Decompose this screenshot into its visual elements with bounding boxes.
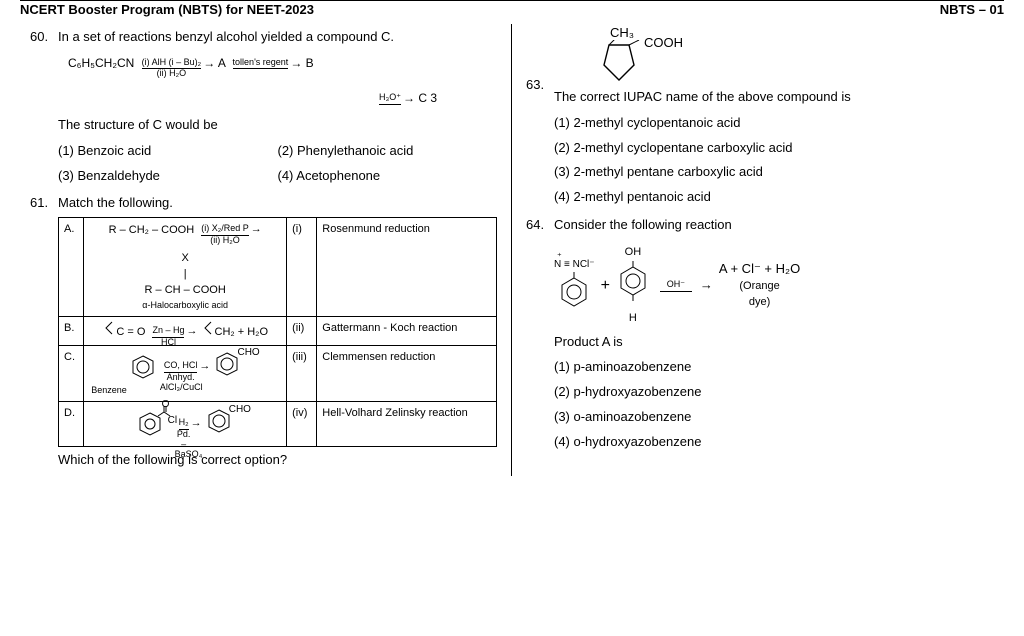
question-63: 63. CH₃ COOH The correct IUPAC name of t… [526,28,994,210]
header-left: NCERT Booster Program (NBTS) for NEET-20… [20,1,314,20]
q61-A-letter: A. [59,218,84,317]
q61-C-letter: C. [59,345,84,401]
q60-struct-line: The structure of C would be [58,116,497,135]
q60-opt-1: (1) Benzoic acid [58,139,278,164]
q64-opt-2: (2) p-hydroxyazobenzene [554,380,994,405]
q61-B-num: (ii) [287,316,317,345]
q61-text: Match the following. [58,194,497,213]
q61-number: 61. [30,194,58,469]
q61-row-C: C. CO, HCl Anhyd. AlCl₃/CuCl → [59,345,497,401]
q60-formula-start: C₆H₅CH₂CN [68,56,134,70]
phenol-icon [616,261,650,305]
diazonium-benzene-icon [557,272,591,308]
q61-D-letter: D. [59,401,84,446]
q60-text: In a set of reactions benzyl alcohol yie… [58,28,497,47]
q63-opt-2: (2) 2-methyl cyclopentane carboxylic aci… [554,136,994,161]
q60-step1-arrow: (i) AlH (i – Bu)₂ (ii) H₂O [138,58,206,70]
q61-D-num: (iv) [287,401,317,446]
q64-prompt: Product A is [554,333,994,352]
q64-arrow: OH⁻ [656,280,696,292]
q60-opt-4: (4) Acetophenone [278,164,498,189]
q61-footer: Which of the following is correct option… [58,451,497,470]
question-61: 61. Match the following. A. R – CH₂ – CO… [30,194,497,469]
q63-opt-3: (3) 2-methyl pentane carboxylic acid [554,160,994,185]
q60-B: B [306,56,314,70]
question-64: 64. Consider the following reaction ⁺ N … [526,216,994,455]
q61-row-D: D. O Cl [59,401,497,446]
q64-opt-4: (4) o-hydroxyazobenzene [554,430,994,455]
q61-D-reaction: O Cl H₂ Pd. – BaSO₄ → [84,401,287,446]
q60-opt-2: (2) Phenylethanoic acid [278,139,498,164]
q64-number: 64. [526,216,554,455]
q64-text: Consider the following reaction [554,216,994,235]
q64-reaction: ⁺ N ≡ NCl⁻ + OH [554,245,994,327]
q61-row-B: B. C = O Zn – Hg HCl → CH₂ + H₂O (ii) Ga… [59,316,497,345]
benzene-ring-icon [129,353,157,381]
header-right: NBTS – 01 [940,1,1004,20]
page-header: NCERT Booster Program (NBTS) for NEET-20… [20,0,1004,24]
q60-opt-3: (3) Benzaldehyde [58,164,278,189]
q60-C3: C 3 [418,91,437,105]
q61-A-reaction: R – CH₂ – COOH (i) X₂/Red P (ii) H₂O → X… [84,218,287,317]
q63-options: (1) 2-methyl cyclopentanoic acid (2) 2-m… [554,111,994,210]
right-bracket-icon [201,321,215,335]
left-bracket-icon [102,321,116,335]
q63-number: 63. [526,76,554,210]
q63-opt-4: (4) 2-methyl pentanoic acid [554,185,994,210]
q60-number: 60. [30,28,58,189]
q61-C-reaction: CO, HCl Anhyd. AlCl₃/CuCl → CHO Benzen [84,345,287,401]
q64-product: A + Cl⁻ + H₂O [719,260,800,279]
q60-step3-arrow: H₃O⁺ [375,93,405,105]
q61-B-name: Gattermann - Koch reaction [317,316,497,345]
q61-A-num: (i) [287,218,317,317]
q61-D-name: Hell-Volhard Zelinsky reaction [317,401,497,446]
q64-options: (1) p-aminoazobenzene (2) p-hydroxyazobe… [554,355,994,454]
q60-reaction: C₆H₅CH₂CN (i) AlH (i – Bu)₂ (ii) H₂O → A… [68,53,497,110]
q63-opt-1: (1) 2-methyl cyclopentanoic acid [554,111,994,136]
q60-step2-arrow: tollen's regent [229,58,293,70]
q64-opt-1: (1) p-aminoazobenzene [554,355,994,380]
q61-B-reaction: C = O Zn – Hg HCl → CH₂ + H₂O [84,316,287,345]
q61-table: A. R – CH₂ – COOH (i) X₂/Red P (ii) H₂O … [58,217,497,447]
question-60: 60. In a set of reactions benzyl alcohol… [30,28,497,189]
q61-A-name: Rosenmund reduction [317,218,497,317]
q61-C-num: (iii) [287,345,317,401]
q61-B-letter: B. [59,316,84,345]
q63-text: The correct IUPAC name of the above comp… [554,88,994,107]
q60-A: A [218,56,225,70]
q61-C-name: Clemmensen reduction [317,345,497,401]
q63-compound: CH₃ COOH [574,28,994,88]
q61-row-A: A. R – CH₂ – COOH (i) X₂/Red P (ii) H₂O … [59,218,497,317]
q60-options: (1) Benzoic acid (2) Phenylethanoic acid… [58,139,497,189]
q64-opt-3: (3) o-aminoazobenzene [554,405,994,430]
